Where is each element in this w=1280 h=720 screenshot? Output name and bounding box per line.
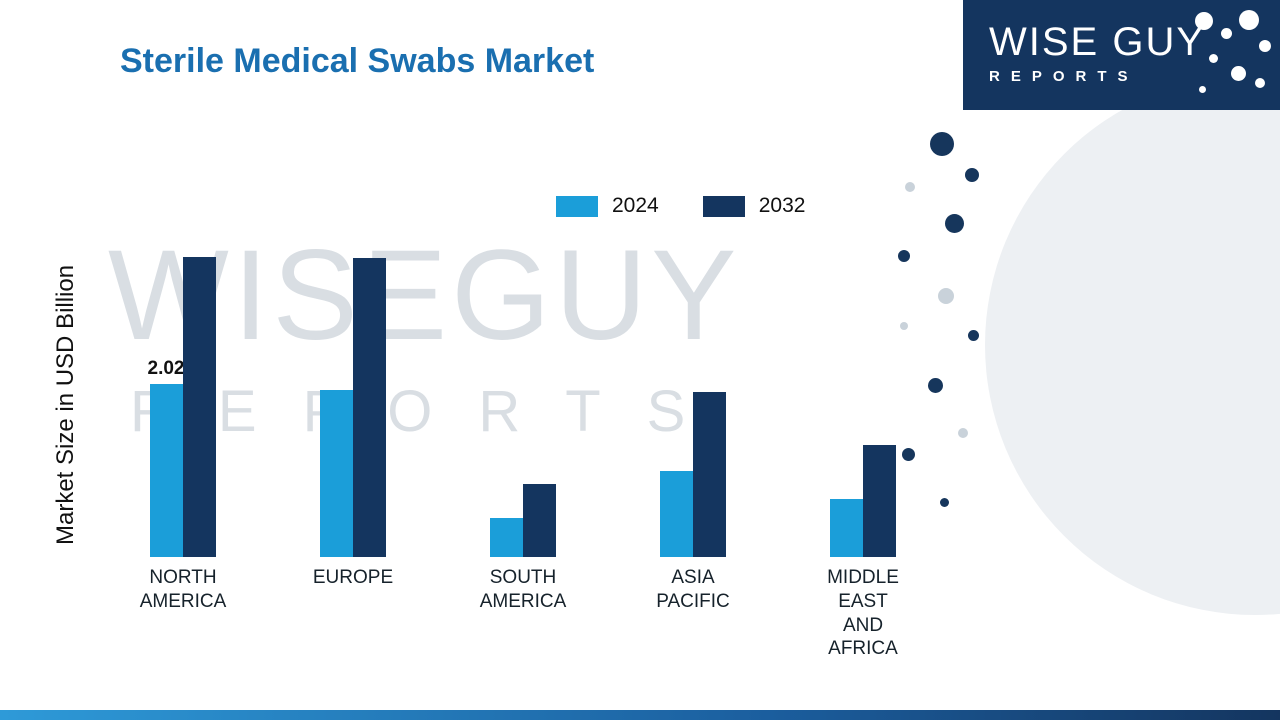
category-label: MIDDLE EAST AND AFRICA (827, 567, 899, 660)
bar-2032 (693, 392, 726, 557)
bar-2032 (353, 258, 386, 557)
decor-dot (958, 428, 968, 438)
legend-label-2032: 2032 (758, 194, 806, 217)
legend-swatch-2032 (702, 195, 745, 217)
page-title: Sterile Medical Swabs Market (120, 42, 595, 80)
bar-pair (320, 248, 386, 557)
category-label: NORTH AMERICA (139, 567, 227, 612)
decor-dot (940, 498, 949, 507)
footer-accent-bar (0, 710, 1280, 720)
logo-face-dot (1221, 28, 1232, 39)
legend-label-2024: 2024 (612, 194, 659, 217)
decor-dot (902, 448, 915, 461)
category-label: EUROPE (312, 567, 394, 588)
bar-group: EUROPE (268, 248, 438, 661)
bar-2024 (830, 499, 863, 557)
logo-face-dot (1259, 40, 1271, 52)
bar-pair (830, 248, 896, 557)
legend-item-2024: 2024 (556, 194, 659, 218)
category-label: ASIA PACIFIC (656, 567, 730, 612)
bar-group: SOUTH AMERICA (438, 248, 608, 661)
decor-dot (938, 288, 954, 304)
decor-dot (900, 322, 908, 330)
bar-2032 (523, 484, 556, 557)
bar-2032 (183, 257, 216, 557)
bar-2024: 2.02 (148, 358, 184, 557)
decor-dot (968, 330, 979, 341)
bar-2024 (320, 390, 353, 557)
head-silhouette-graphic (985, 75, 1280, 615)
wise-guy-reports-logo: WISE GUY REPORTS (963, 0, 1280, 110)
y-axis-label: Market Size in USD Billion (52, 264, 79, 545)
legend-swatch-2024 (556, 195, 598, 217)
bar-group: ASIA PACIFIC (608, 248, 778, 661)
legend-item-2032: 2032 (702, 194, 806, 218)
decor-dot (945, 214, 964, 233)
bar-group: 2.02 NORTH AMERICA (98, 248, 268, 661)
logo-face-dot (1209, 54, 1218, 63)
bar-2024 (490, 518, 523, 557)
decor-dot (928, 378, 943, 393)
category-label: SOUTH AMERICA (479, 567, 567, 612)
logo-face-dot (1199, 86, 1206, 93)
decor-dot (905, 182, 915, 192)
bar-2024 (660, 471, 693, 557)
logo-face-dot (1239, 10, 1259, 30)
logo-subtext: REPORTS (989, 68, 1139, 85)
bar-pair: 2.02 (148, 248, 216, 557)
logo-face-dot (1195, 12, 1213, 30)
chart-legend: 2024 2032 (556, 194, 805, 218)
logo-face-dot (1255, 78, 1265, 88)
bar-group: MIDDLE EAST AND AFRICA (778, 248, 948, 661)
bar-2032 (863, 445, 896, 557)
bar-value-label: 2.02 (147, 358, 185, 379)
logo-face-dot (1231, 66, 1246, 81)
decor-dot (965, 168, 979, 182)
bar-pair (490, 248, 556, 557)
watermark-reports: REPORTS (130, 379, 732, 444)
decor-dot (898, 250, 910, 262)
decor-dot (930, 132, 954, 156)
logo-wordmark: WISE GUY (989, 20, 1206, 64)
bar-pair (660, 248, 726, 557)
bar-chart: 2.02 NORTH AMERICA EUROPE SOUTH AMERICA ASIA… (98, 248, 948, 661)
